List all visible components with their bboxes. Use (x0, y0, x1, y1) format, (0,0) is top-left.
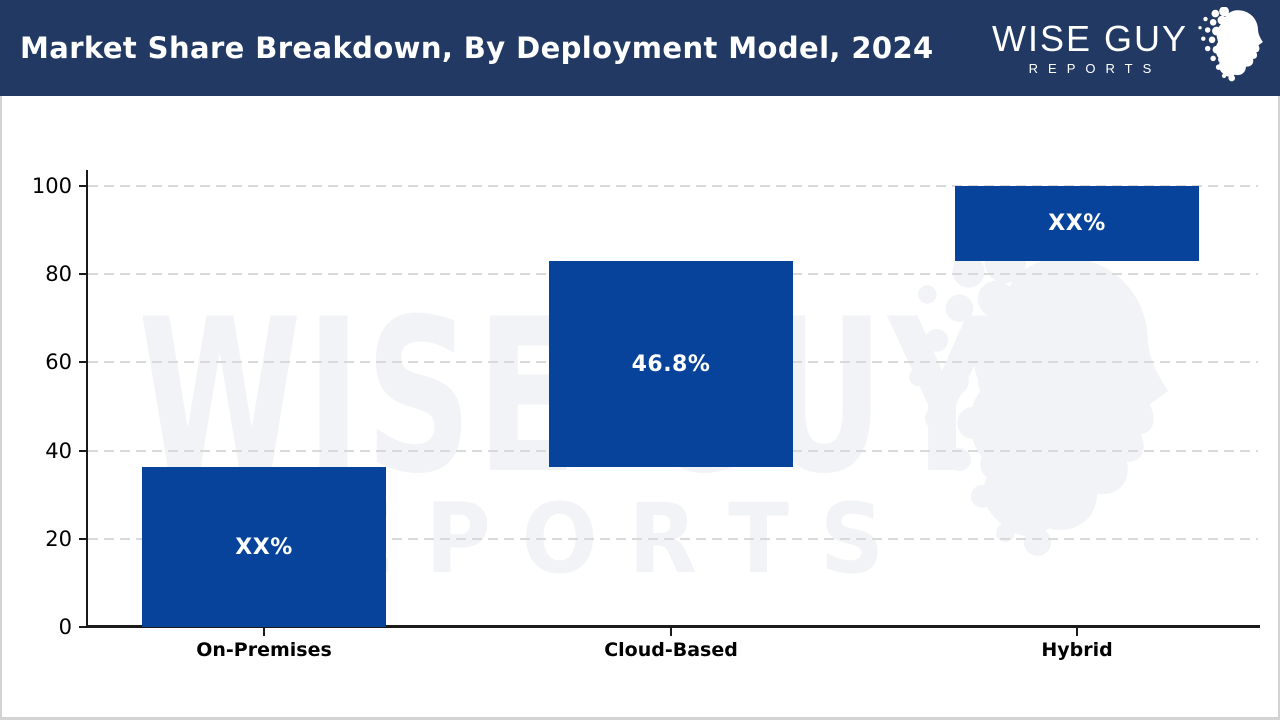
y-tick-label: 20 (45, 526, 72, 551)
face-dots-icon (1192, 7, 1266, 89)
x-tick-mark (1076, 628, 1078, 636)
bar-value-label: XX% (235, 534, 293, 560)
bar-value-label: 46.8% (631, 351, 711, 377)
y-tick-mark (79, 537, 87, 540)
y-tick-label: 60 (45, 350, 72, 375)
bar: 46.8% (549, 260, 793, 468)
brand-name: WISE GUY (991, 17, 1188, 59)
y-tick-label: 0 (58, 615, 72, 639)
brand-wordmark: WISE GUY REPORTS (991, 17, 1188, 76)
page-bottom-edge (0, 717, 1280, 720)
y-tick-label: 80 (45, 262, 72, 287)
gridline (88, 185, 1258, 187)
y-tick-mark (79, 626, 87, 628)
y-tick-mark (79, 273, 87, 276)
category-label: Hybrid (1041, 639, 1113, 661)
brand-subtitle: REPORTS (1028, 60, 1162, 76)
y-tick-mark (79, 185, 87, 187)
x-tick-mark (670, 628, 672, 636)
page-title: Market Share Breakdown, By Deployment Mo… (20, 31, 934, 65)
y-tick-mark (79, 449, 87, 452)
y-tick-label: 40 (45, 438, 72, 463)
y-axis-line (86, 170, 88, 627)
header-bar: Market Share Breakdown, By Deployment Mo… (0, 0, 1280, 96)
bar: XX% (142, 467, 386, 627)
page-left-edge (0, 96, 2, 720)
bar-value-label: XX% (1048, 210, 1106, 236)
gridline (88, 537, 1258, 540)
category-label: Cloud-Based (604, 639, 738, 661)
category-label: On-Premises (196, 639, 332, 661)
y-tick-label: 100 (31, 174, 72, 198)
y-tick-mark (79, 361, 87, 364)
brand-logo: WISE GUY REPORTS (992, 7, 1280, 89)
page-right-edge (1278, 96, 1280, 720)
x-tick-mark (263, 628, 265, 636)
bar: XX% (955, 186, 1199, 261)
x-axis-line (86, 625, 1260, 628)
